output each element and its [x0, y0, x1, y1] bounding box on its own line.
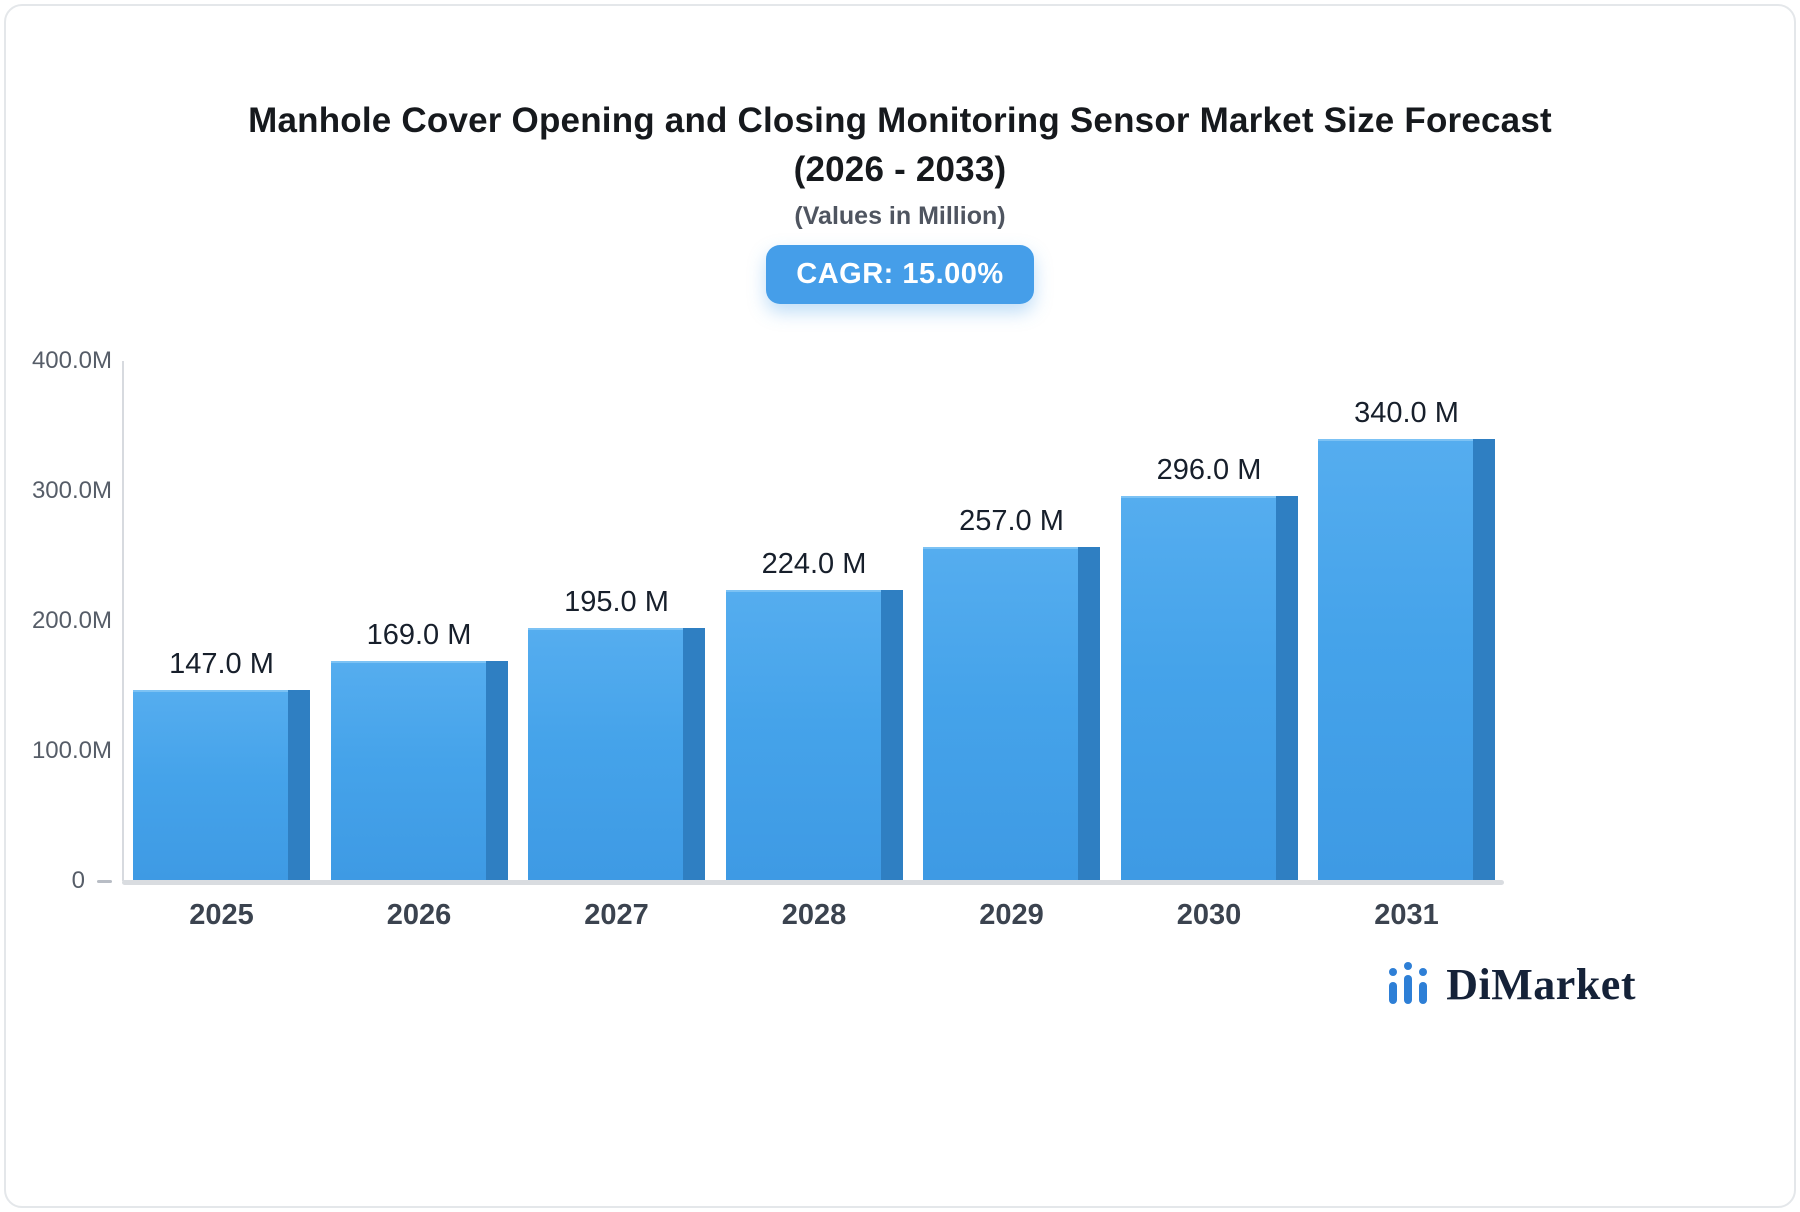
- x-axis-label: 2030: [1176, 899, 1242, 931]
- plot-area: 400.0M 300.0M 200.0M 100.0M 0 147.0 M 169.0 M…: [32, 347, 1504, 931]
- y-tick-label: 300.0M: [31, 477, 112, 504]
- x-axis-label: 2027: [584, 899, 649, 931]
- chart-title-line1: Manhole Cover Opening and Closing Monito…: [248, 101, 1552, 140]
- y-axis-line: [122, 361, 124, 881]
- bar[interactable]: [528, 627, 705, 881]
- y-tick-label: 400.0M: [31, 347, 112, 374]
- x-axis-label: 2025: [189, 899, 254, 931]
- bar-value-label: 257.0 M: [959, 504, 1064, 537]
- bar-chart-icon: [1382, 958, 1434, 1010]
- y-tick-label: 100.0M: [31, 737, 112, 764]
- x-axis-label: 2028: [781, 899, 847, 931]
- y-tick-label: 200.0M: [31, 607, 112, 634]
- bar-value-label: 195.0 M: [564, 585, 669, 618]
- brand-logo: DiMarket: [1382, 958, 1636, 1010]
- bar[interactable]: [1120, 496, 1298, 881]
- bar-side-shade: [683, 627, 705, 881]
- bar[interactable]: [133, 689, 310, 881]
- chart-header: Manhole Cover Opening and Closing Monito…: [6, 6, 1794, 304]
- bar-face: [528, 627, 683, 881]
- chart-title-line2: (2026 - 2033): [793, 150, 1007, 189]
- bar[interactable]: [1318, 439, 1495, 881]
- x-axis-labels: 2025 2026 2027 2028 2029 2030 2031: [124, 899, 1504, 932]
- bar-face: [1318, 439, 1473, 881]
- x-axis-label: 2026: [386, 899, 452, 931]
- bar-group: 296.0 M: [1120, 361, 1298, 881]
- bar[interactable]: [330, 661, 508, 881]
- bar-group: 195.0 M: [528, 361, 705, 881]
- y-axis: 400.0M 300.0M 200.0M 100.0M 0: [12, 347, 112, 894]
- bar[interactable]: [923, 546, 1100, 881]
- bar-side-shade: [1275, 496, 1298, 881]
- x-axis-label: 2029: [979, 899, 1044, 931]
- bar-value-label: 296.0 M: [1156, 454, 1262, 487]
- bar-side-shade: [880, 589, 903, 881]
- brand-name: DiMarket: [1446, 959, 1636, 1009]
- bar-value-label: 340.0 M: [1354, 397, 1459, 429]
- bar-face: [725, 589, 881, 881]
- bar-group: 257.0 M: [923, 361, 1100, 881]
- bar-value-label: 224.0 M: [761, 547, 867, 580]
- bar-group: 169.0 M: [330, 361, 508, 881]
- bar-value-label: 169.0 M: [366, 619, 472, 652]
- bar-group: 147.0 M: [133, 361, 310, 881]
- bar-face: [923, 546, 1078, 881]
- bar-face: [1120, 496, 1276, 881]
- bar[interactable]: [725, 589, 903, 881]
- bar-group: 340.0 M: [1318, 361, 1495, 881]
- chart-subtitle: (Values in Million): [794, 202, 1006, 230]
- bar-side-shade: [1078, 546, 1100, 881]
- x-axis-line: [122, 880, 1504, 885]
- chart-card: Manhole Cover Opening and Closing Monito…: [4, 4, 1796, 1208]
- bar-group: 224.0 M: [725, 361, 903, 881]
- zero-tick-mark: [97, 879, 112, 883]
- y-tick-label: 0: [12, 867, 112, 895]
- bar-value-label: 147.0 M: [169, 647, 274, 680]
- x-axis-label: 2031: [1374, 899, 1439, 931]
- bar-face: [330, 661, 486, 881]
- bar-side-shade: [485, 661, 508, 881]
- bar-face: [133, 689, 288, 881]
- bars-row: 147.0 M 169.0 M 195.0 M 224.0 M 257.0 M 296.0…: [124, 361, 1504, 881]
- cagr-badge: CAGR: 15.00%: [766, 245, 1034, 304]
- bar-side-shade: [288, 689, 310, 881]
- bar-side-shade: [1473, 439, 1495, 881]
